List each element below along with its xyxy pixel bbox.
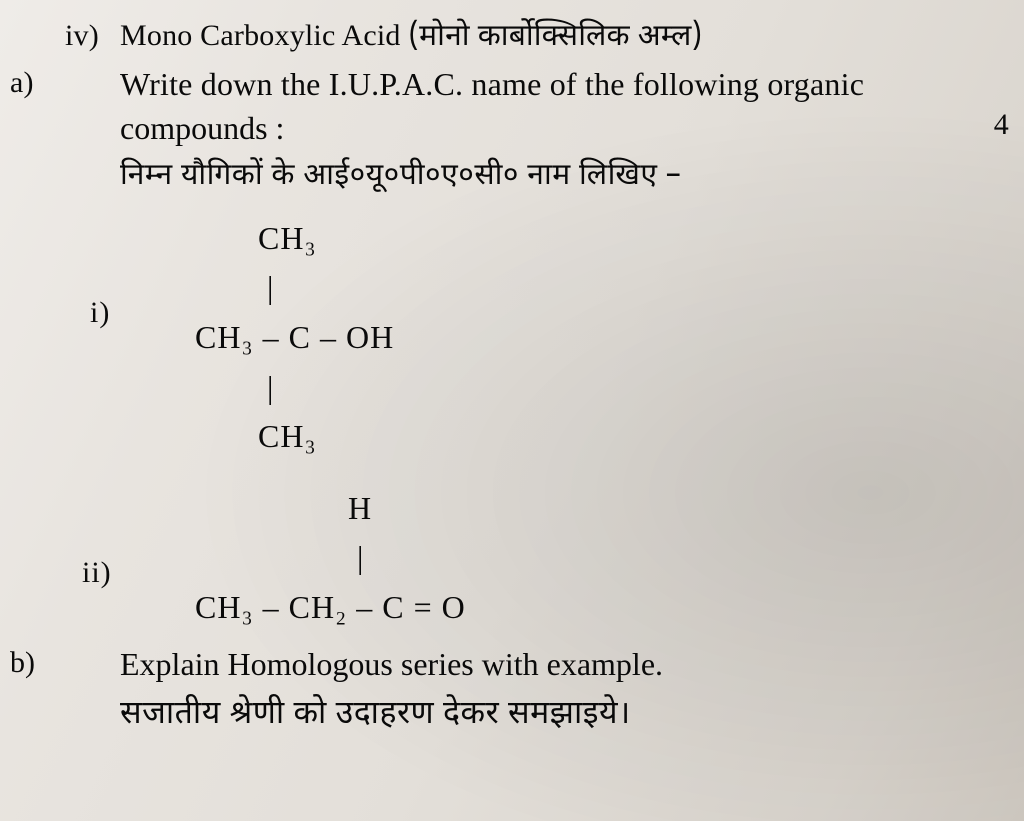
item-iv-text-hi: (मोनो कार्बोक्सिलिक अम्ल) [408,19,702,58]
question-a-marks: 4 [994,107,1009,143]
compound-ii-row-1: | [168,533,954,583]
question-b-line: b) Explain Homologous series with exampl… [120,645,954,683]
compound-i-bullet: i) [90,290,110,337]
question-a-line2: compounds : [120,109,954,147]
item-iv-line: iv) Mono Carboxylic Acid (मोनो कार्बोक्स… [120,18,954,57]
question-b-text-en: Explain Homologous series with example. [120,646,663,682]
compound-ii-structure: ii) H | CH₃ – CH₂ – C = O [120,484,954,633]
question-a-bullet: a) [10,65,34,101]
compound-ii-bullet: ii) [82,550,112,597]
question-b-text-hi: सजातीय श्रेणी को उदाहरण देकर समझाइये। [120,697,954,735]
question-a-hindi: निम्न यौगिकों के आई०यू०पी०ए०सी० नाम लिखि… [120,160,954,196]
question-a-line1: Write down the I.U.P.A.C. name of the fo… [120,66,864,102]
item-iv-text-en: Mono Carboxylic Acid [120,19,408,52]
compound-i-row-3: | [168,363,954,413]
item-iv-bullet: iv) [65,18,99,54]
compound-ii-row-2: CH₃ – CH₂ – C = O [168,583,954,633]
compound-i-row-4: CH₃ [168,412,954,462]
question-b-bullet: b) [10,645,35,681]
compound-i-row-2: CH₃ – C – OH [168,313,954,363]
compound-i-row-1: | [168,263,954,313]
question-a-line1-row: a) Write down the I.U.P.A.C. name of the… [120,65,954,103]
compound-i-row-0: CH₃ [168,214,954,264]
compound-ii-row-0: H [168,484,954,534]
compound-i-structure: i) CH₃ | CH₃ – C – OH | CH₃ [120,214,954,462]
